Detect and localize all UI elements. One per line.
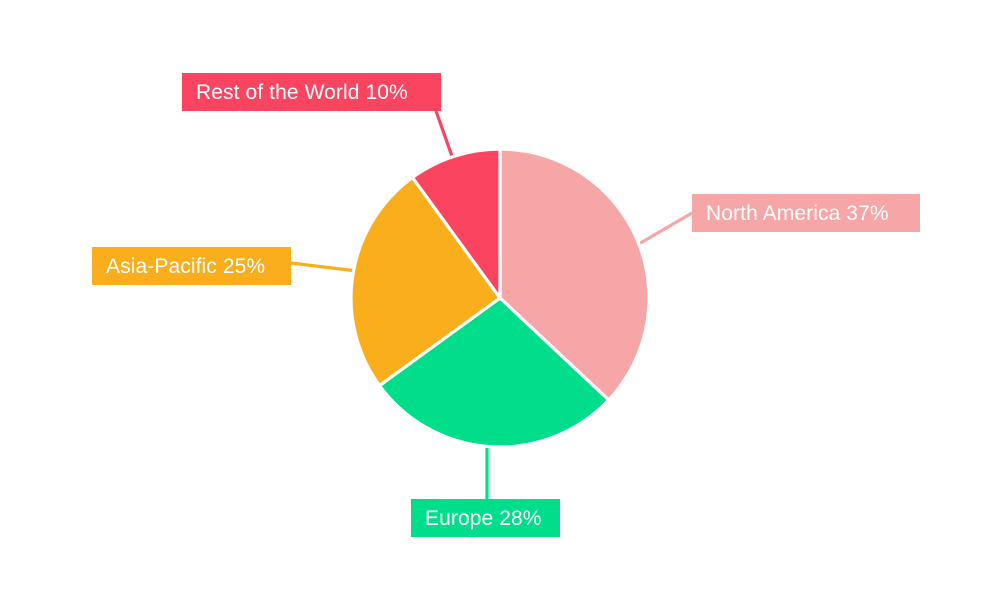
pie-slice-north-america[interactable]	[498, 147, 651, 402]
pie-label-europe: Europe 28%	[411, 499, 560, 537]
pie-label-text-rest-of-the-world: Rest of the World 10%	[196, 80, 408, 104]
pie-slice-europe[interactable]	[377, 296, 611, 449]
pie-label-text-asia-pacific: Asia-Pacific 25%	[106, 254, 266, 278]
pie-label-text-europe: Europe 28%	[425, 506, 542, 530]
pie-slices-group	[349, 147, 651, 449]
pie-slice-rest-of-the-world[interactable]	[410, 147, 502, 300]
pie-label-rest-of-the-world: Rest of the World 10%	[182, 73, 441, 111]
pie-label-text-north-america: North America 37%	[706, 201, 889, 225]
pie-label-north-america: North America 37%	[692, 194, 920, 232]
pie-label-asia-pacific: Asia-Pacific 25%	[92, 247, 291, 285]
leader-line-asia-pacific	[290, 261, 358, 273]
pie-slice-asia-pacific[interactable]	[349, 175, 502, 388]
leader-line-north-america	[636, 211, 693, 247]
